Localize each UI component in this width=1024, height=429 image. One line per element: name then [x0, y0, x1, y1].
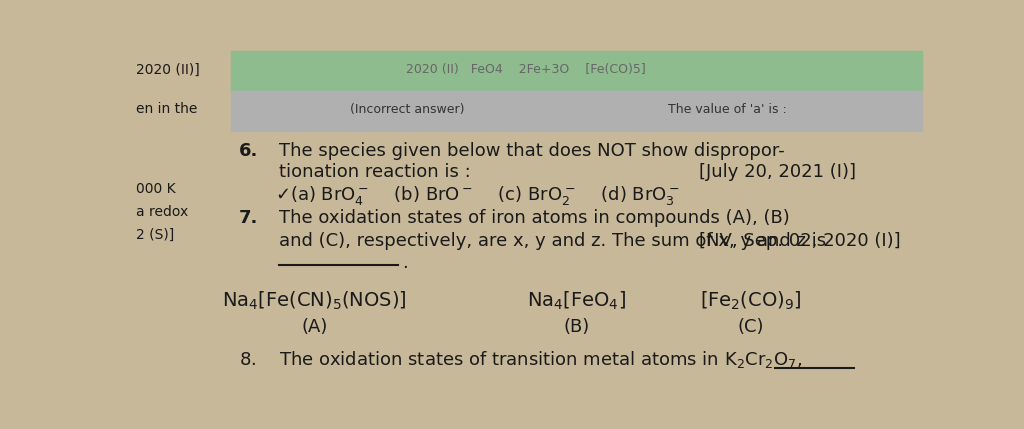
Text: The oxidation states of iron atoms in compounds (A), (B): The oxidation states of iron atoms in co… — [279, 209, 790, 227]
Text: [Fe$_2$(CO)$_9$]: [Fe$_2$(CO)$_9$] — [700, 290, 802, 312]
Text: 2020 (II)]: 2020 (II)] — [136, 63, 200, 77]
Text: a redox: a redox — [136, 205, 188, 219]
Text: 6.: 6. — [240, 142, 258, 160]
Text: .: . — [401, 254, 408, 272]
Text: 8.    The oxidation states of transition metal atoms in K$_2$Cr$_2$O$_7$,: 8. The oxidation states of transition me… — [240, 349, 802, 370]
Text: [July 20, 2021 (I)]: [July 20, 2021 (I)] — [699, 163, 856, 181]
Text: $\checkmark$(a) BrO$_4^-$    (b) BrO$^-$    (c) BrO$_2^-$    (d) BrO$_3^-$: $\checkmark$(a) BrO$_4^-$ (b) BrO$^-$ (c… — [274, 184, 679, 207]
Text: (A): (A) — [301, 318, 328, 336]
Text: (C): (C) — [737, 318, 764, 336]
Text: The species given below that does NOT show dispropor-: The species given below that does NOT sh… — [279, 142, 784, 160]
Text: 7.: 7. — [240, 209, 258, 227]
Text: 2020 (II)   FeO4    2Fe+3O    [Fe(CO)5]: 2020 (II) FeO4 2Fe+3O [Fe(CO)5] — [406, 63, 645, 76]
Text: 000 K: 000 K — [136, 181, 175, 196]
Text: (Incorrect answer): (Incorrect answer) — [350, 103, 465, 116]
Text: (B): (B) — [563, 318, 590, 336]
Text: tionation reaction is :: tionation reaction is : — [279, 163, 471, 181]
Text: The value of 'a' is :: The value of 'a' is : — [668, 103, 786, 116]
Text: [NV, Sep. 02, 2020 (I)]: [NV, Sep. 02, 2020 (I)] — [699, 233, 901, 251]
Bar — [231, 91, 922, 131]
Text: Na$_4$[FeO$_4$]: Na$_4$[FeO$_4$] — [527, 290, 626, 312]
Text: en in the: en in the — [136, 102, 198, 116]
Text: Na$_4$[Fe(CN)$_5$(NOS)]: Na$_4$[Fe(CN)$_5$(NOS)] — [222, 290, 407, 312]
Text: and (C), respectively, are x, y and z. The sum of x, y and z is: and (C), respectively, are x, y and z. T… — [279, 233, 826, 251]
Bar — [231, 51, 922, 91]
Text: 2 (S)]: 2 (S)] — [136, 228, 174, 242]
